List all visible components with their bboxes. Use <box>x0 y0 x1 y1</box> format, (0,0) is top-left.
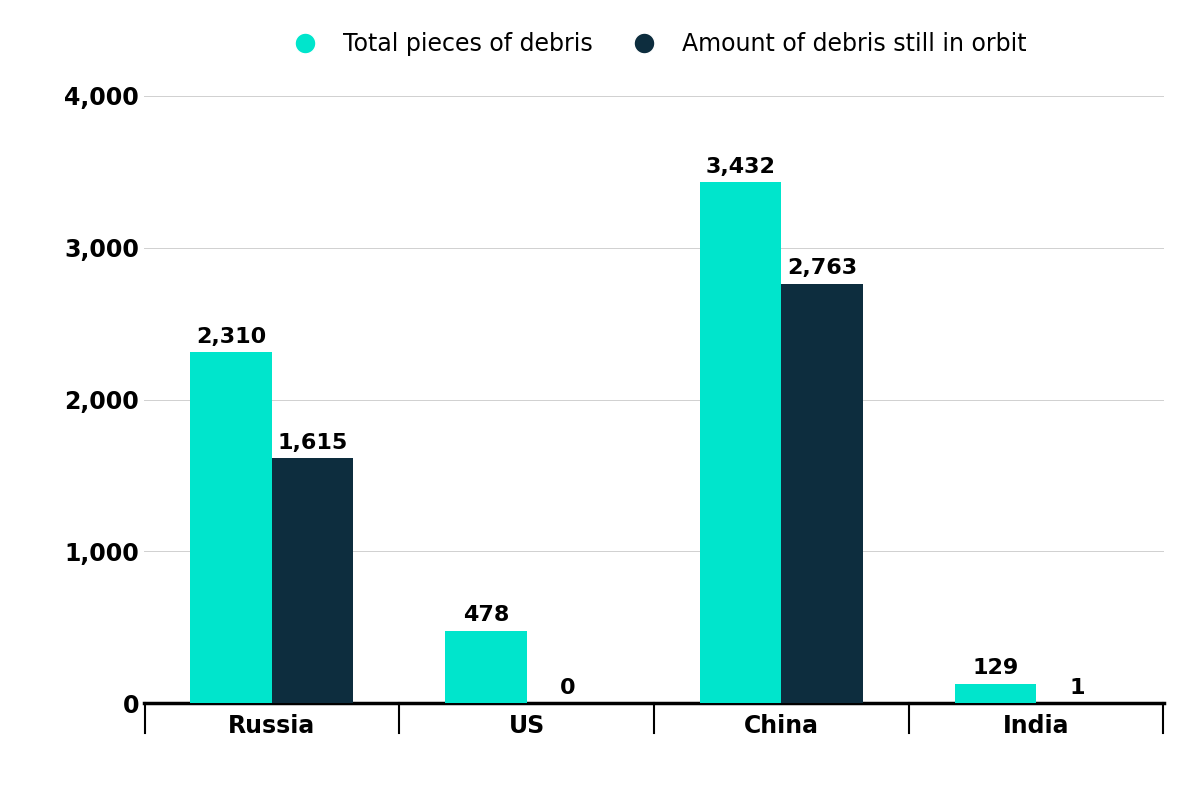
Text: 1: 1 <box>1069 678 1085 698</box>
Bar <box>445 630 527 703</box>
Bar <box>191 352 272 703</box>
Text: 129: 129 <box>972 658 1019 678</box>
Text: 2,763: 2,763 <box>787 258 857 278</box>
Bar <box>272 458 354 703</box>
Bar <box>781 284 863 703</box>
Text: 2,310: 2,310 <box>196 327 266 347</box>
Bar <box>700 182 781 703</box>
Bar <box>954 683 1036 703</box>
Text: 3,432: 3,432 <box>706 157 775 177</box>
Text: 478: 478 <box>463 605 509 626</box>
Legend: Total pieces of debris, Amount of debris still in orbit: Total pieces of debris, Amount of debris… <box>272 22 1036 66</box>
Text: 1,615: 1,615 <box>277 432 348 452</box>
Text: 0: 0 <box>559 678 575 698</box>
